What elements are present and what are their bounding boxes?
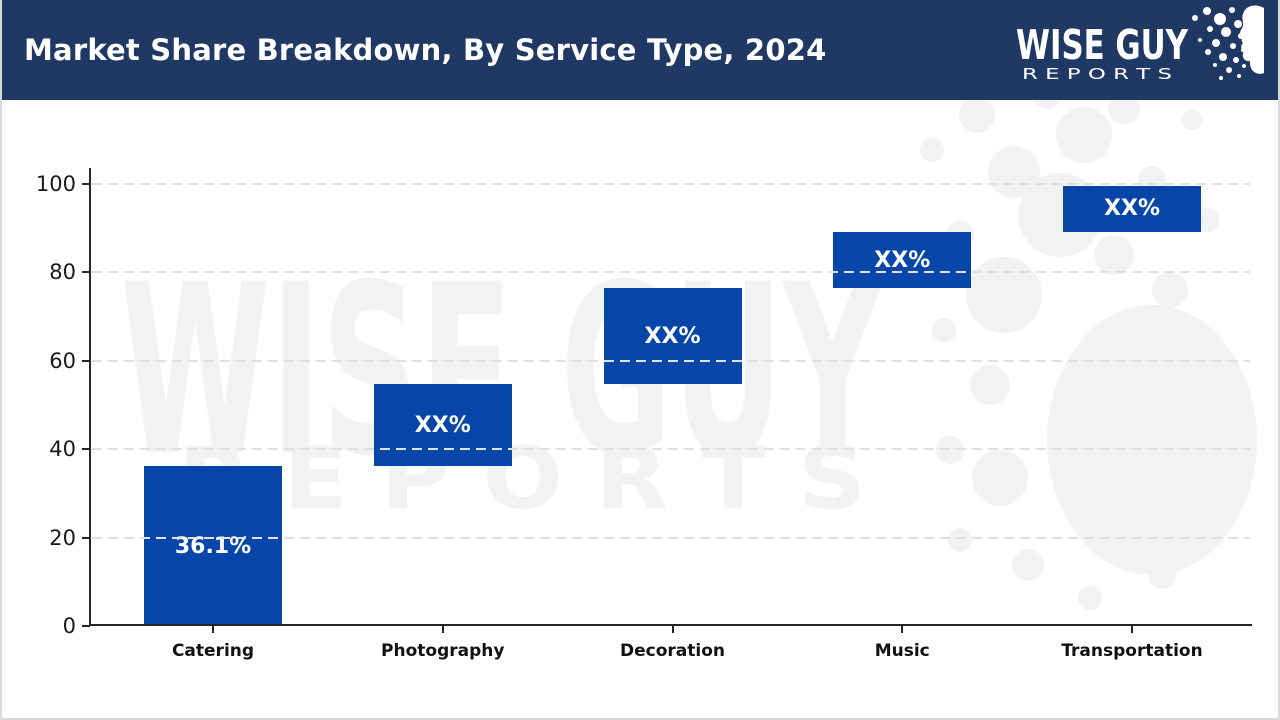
category-label: Catering — [171, 641, 255, 661]
page-title: Market Share Breakdown, By Service Type,… — [24, 33, 827, 67]
category-label: Decoration — [620, 641, 725, 661]
x-tick-mark — [901, 626, 904, 633]
gridline — [92, 271, 1250, 274]
header: Market Share Breakdown, By Service Type,… — [2, 0, 1278, 100]
bar-value-label: XX% — [874, 247, 931, 273]
bar-transportation: XX% — [1063, 186, 1201, 232]
y-axis-line — [89, 168, 91, 626]
gridline — [92, 448, 1250, 451]
y-tick-label: 40 — [49, 437, 76, 462]
bar-value-label: XX% — [414, 412, 471, 438]
x-tick-mark — [671, 626, 674, 633]
y-tick-mark — [82, 625, 90, 627]
y-tick-label: 0 — [62, 614, 76, 638]
bar-music: XX% — [833, 231, 972, 289]
gridline — [92, 183, 1250, 185]
bar-decoration: XX% — [603, 288, 742, 385]
gridline — [92, 536, 1250, 539]
logo-wordmark: WISE GUY — [1016, 21, 1189, 69]
logo-reports: R E P O R T S — [1022, 65, 1172, 83]
gridline — [92, 359, 1250, 362]
logo-dots-icon — [1192, 7, 1246, 80]
category-label: Photography — [381, 641, 505, 661]
y-tick-mark — [82, 448, 90, 451]
category-label: Music — [874, 641, 930, 661]
y-tick-mark — [82, 271, 90, 274]
y-tick-mark — [82, 183, 90, 185]
y-tick-label: 80 — [49, 260, 76, 285]
wiseguy-logo: WISE GUY R E P O R T S — [1014, 2, 1264, 98]
bar-value-label: XX% — [1104, 196, 1160, 222]
y-tick-mark — [82, 536, 90, 539]
x-tick-mark — [1131, 626, 1133, 633]
bar-catering: 36.1% — [144, 466, 282, 626]
x-tick-mark — [441, 626, 444, 633]
y-tick-label: 60 — [49, 348, 76, 373]
bar-photography: XX% — [373, 384, 512, 467]
logo-face-icon — [1240, 5, 1264, 74]
x-axis-line — [89, 624, 1252, 626]
watermark-reports: R E P O R T S — [178, 429, 866, 529]
y-tick-label: 20 — [49, 525, 76, 550]
x-tick-mark — [212, 626, 214, 633]
y-tick-mark — [82, 359, 90, 362]
y-tick-label: 100 — [35, 172, 76, 196]
category-label: Transportation — [1061, 641, 1203, 661]
bar-value-label: XX% — [644, 323, 701, 349]
